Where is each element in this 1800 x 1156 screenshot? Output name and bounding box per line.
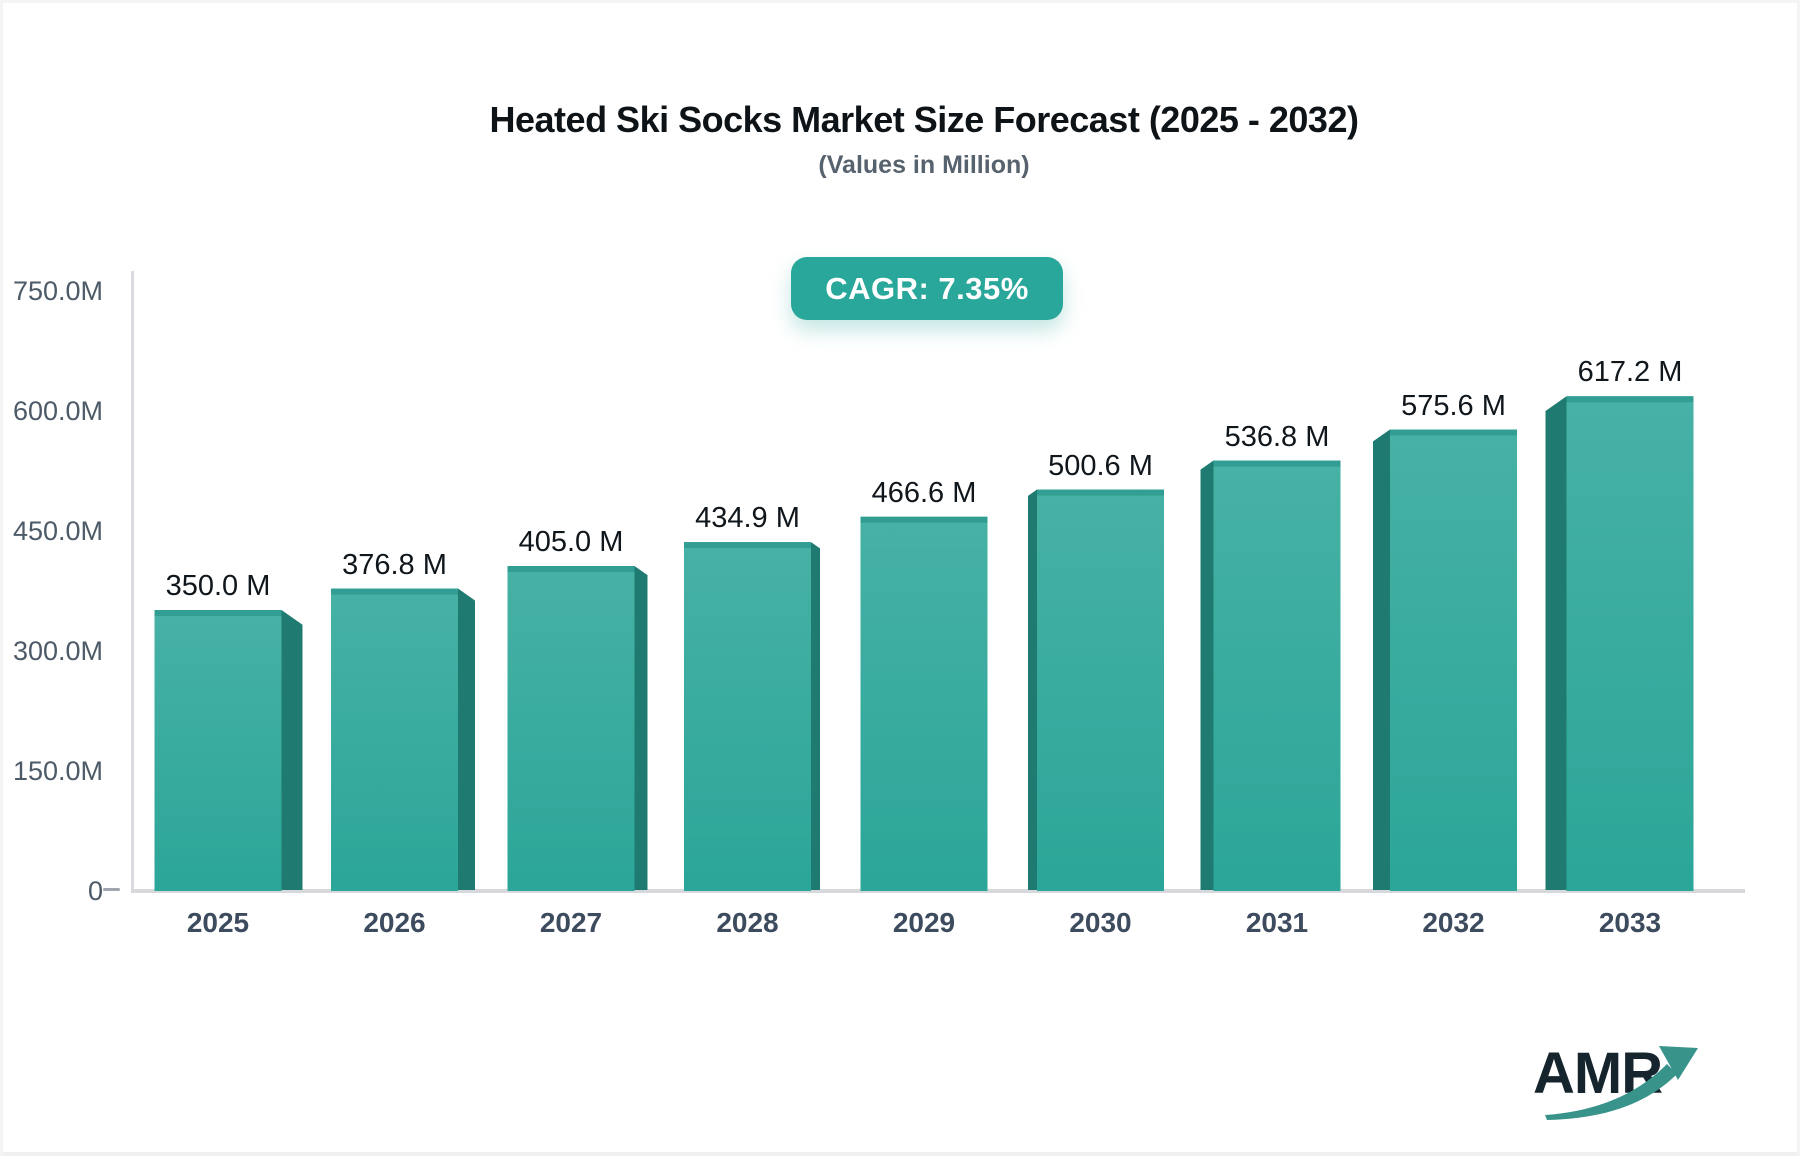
y-tick-label: 0 bbox=[87, 876, 103, 906]
bar-front-face bbox=[1566, 396, 1694, 891]
bar-top-face bbox=[1566, 396, 1694, 403]
bar-2027 bbox=[507, 566, 648, 891]
bar-value-label: 536.8 M bbox=[1224, 420, 1330, 453]
bar-top-face bbox=[1213, 460, 1341, 467]
amr-logo-arrow-swoosh bbox=[1545, 1064, 1677, 1120]
y-tick-label: 150.0M bbox=[12, 756, 103, 786]
page-title: Heated Ski Socks Market Size Forecast (2… bbox=[489, 99, 1359, 140]
bar-2030 bbox=[1028, 489, 1164, 891]
bar-front-face bbox=[684, 542, 811, 891]
bar-value-label: 575.6 M bbox=[1401, 389, 1506, 422]
bars-group bbox=[154, 396, 1694, 891]
amr-logo: AMR bbox=[1533, 1041, 1698, 1120]
amr-logo-arrowhead bbox=[1659, 1046, 1698, 1080]
bar-2029 bbox=[860, 516, 988, 891]
bar-front-face bbox=[1213, 460, 1341, 891]
x-tick-label: 2029 bbox=[892, 907, 956, 938]
bar-side-face bbox=[634, 566, 648, 890]
bar-side-face bbox=[1200, 460, 1214, 890]
bar-value-label: 376.8 M bbox=[342, 548, 447, 581]
bar-front-face bbox=[1037, 489, 1164, 891]
cagr-badge-label: CAGR: 7.35% bbox=[825, 270, 1029, 306]
x-tick-label: 2026 bbox=[363, 907, 426, 938]
bar-side-face bbox=[458, 588, 475, 890]
bar-2028 bbox=[684, 542, 820, 891]
bar-front-face bbox=[507, 566, 635, 891]
bar-top-face bbox=[154, 610, 282, 616]
bar-value-label: 434.9 M bbox=[695, 502, 800, 535]
y-tick-label: 450.0M bbox=[12, 516, 103, 546]
bar-value-label: 405.0 M bbox=[518, 526, 624, 558]
y-tick-label: 750.0M bbox=[12, 276, 103, 306]
bar-front-face bbox=[1390, 429, 1517, 891]
x-tick-label: 2030 bbox=[1069, 907, 1132, 938]
y-tick-label: 600.0M bbox=[12, 396, 103, 426]
bar-side-face bbox=[1545, 396, 1567, 890]
bar-side-face bbox=[281, 610, 303, 890]
bar-value-label: 617.2 M bbox=[1577, 356, 1683, 389]
bar-front-face bbox=[154, 610, 282, 891]
bar-top-face bbox=[1037, 489, 1164, 496]
x-tick-label: 2025 bbox=[186, 907, 250, 938]
y-axis-line bbox=[131, 271, 134, 893]
bar-top-face bbox=[507, 566, 635, 572]
bar-2033 bbox=[1545, 396, 1694, 891]
bar-top-face bbox=[860, 516, 988, 523]
bar-side-face bbox=[811, 542, 820, 890]
bar-value-label: 350.0 M bbox=[165, 570, 271, 602]
x-tick-label: 2033 bbox=[1598, 907, 1662, 938]
x-tick-label: 2032 bbox=[1422, 907, 1485, 938]
bar-2031 bbox=[1200, 460, 1341, 891]
bar-2032 bbox=[1373, 429, 1517, 891]
bar-front-face bbox=[331, 588, 458, 891]
bar-top-face bbox=[684, 542, 811, 549]
bar-side-face bbox=[1028, 489, 1037, 890]
x-tick-label: 2027 bbox=[539, 907, 603, 938]
bar-value-label: 500.6 M bbox=[1048, 449, 1153, 482]
x-tick-label: 2031 bbox=[1245, 907, 1309, 938]
bar-side-face bbox=[1373, 429, 1390, 890]
bars-plot bbox=[154, 396, 1694, 891]
page-subtitle: (Values in Million) bbox=[818, 151, 1030, 179]
bar-2025 bbox=[154, 610, 303, 891]
bar-top-face bbox=[331, 588, 458, 595]
cagr-badge: CAGR: 7.35% bbox=[791, 257, 1063, 320]
bar-value-label: 466.6 M bbox=[871, 476, 977, 509]
bar-2026 bbox=[331, 588, 475, 891]
y-tick-label: 300.0M bbox=[12, 636, 103, 666]
zero-tick-mark bbox=[103, 888, 120, 891]
x-tick-label: 2028 bbox=[716, 907, 779, 938]
bar-top-face bbox=[1390, 429, 1517, 436]
bar-front-face bbox=[860, 516, 988, 891]
